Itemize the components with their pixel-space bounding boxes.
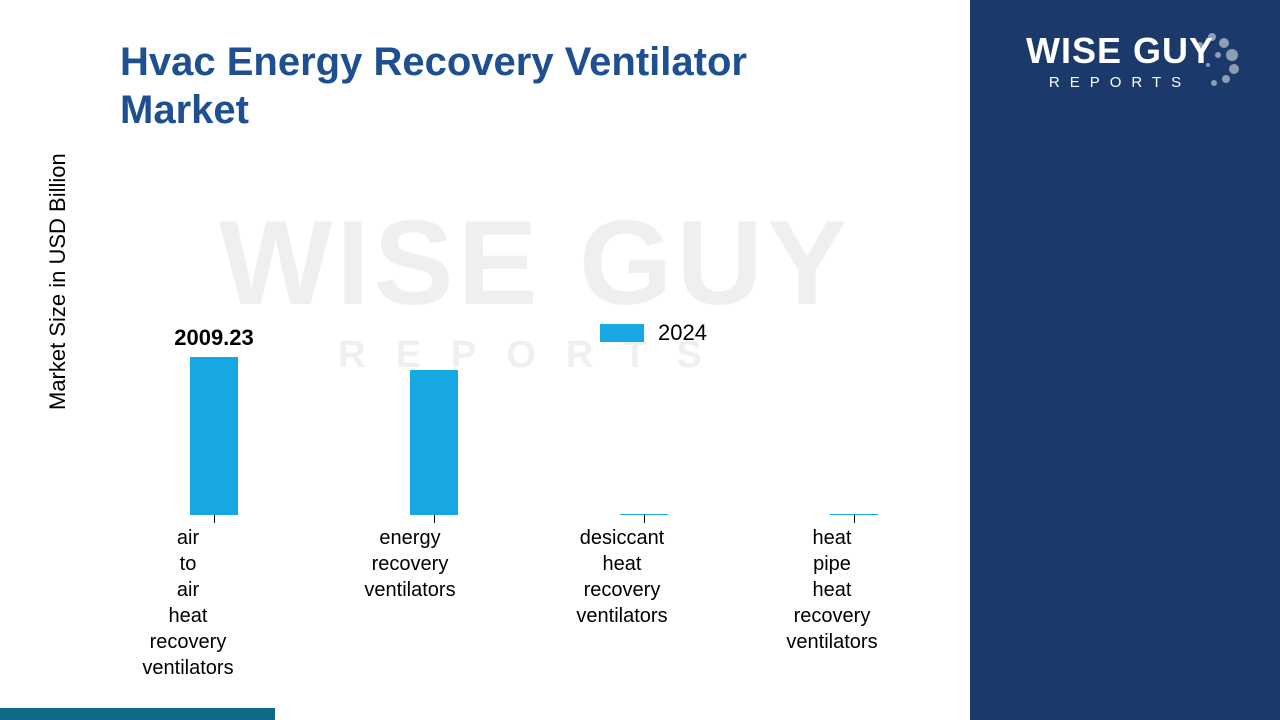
chart-stage: Hvac Energy Recovery Ventilator Market W… [0, 0, 1280, 720]
legend: 2024 [600, 320, 707, 346]
x-tick [214, 515, 215, 523]
brand-logo: WISE GUY REPORTS [995, 30, 1245, 91]
x-tick [644, 515, 645, 523]
x-axis-label: desiccantheatrecoveryventilators [542, 525, 702, 629]
bar [410, 370, 458, 515]
legend-label: 2024 [658, 320, 707, 346]
bar-value-label: 2009.23 [174, 325, 254, 351]
page-title: Hvac Energy Recovery Ventilator Market [120, 38, 840, 134]
x-axis-label: energyrecoveryventilators [330, 525, 490, 603]
x-tick [434, 515, 435, 523]
x-axis-label: airtoairheatrecoveryventilators [108, 525, 268, 681]
legend-swatch [600, 324, 644, 342]
x-axis-label: heatpipeheatrecoveryventilators [752, 525, 912, 655]
plot-area: 2009.23 [120, 350, 950, 515]
x-tick [854, 515, 855, 523]
head-dots-icon [1180, 25, 1250, 95]
bottom-accent-bar [0, 708, 275, 720]
bar [190, 357, 238, 515]
y-axis-label: Market Size in USD Billion [45, 153, 71, 410]
watermark-line1: WISE GUY [219, 196, 851, 330]
side-panel [970, 0, 1280, 720]
